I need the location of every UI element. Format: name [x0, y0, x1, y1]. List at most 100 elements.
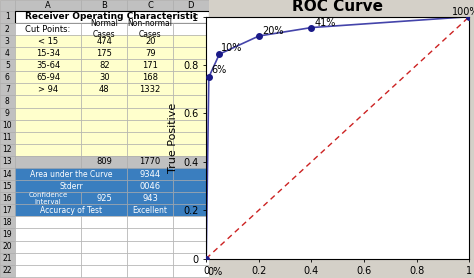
Text: 14: 14: [2, 170, 12, 178]
Text: 1770: 1770: [139, 157, 161, 167]
Bar: [173, 253, 209, 265]
Text: Area under the Curve: Area under the Curve: [30, 170, 112, 178]
Text: 79: 79: [145, 49, 155, 58]
Text: A: A: [45, 1, 51, 10]
Bar: [0, 277, 15, 278]
Bar: [173, 83, 209, 95]
Text: B: B: [101, 1, 107, 10]
Text: 168: 168: [142, 73, 158, 82]
Bar: [0, 216, 15, 229]
Bar: [173, 240, 209, 253]
Bar: [0, 47, 15, 59]
Text: Receiver Operating Characteristic: Receiver Operating Characteristic: [25, 13, 198, 21]
Bar: [82, 120, 127, 132]
Bar: [0, 120, 15, 132]
Bar: [127, 83, 173, 95]
Bar: [127, 35, 173, 47]
Bar: [127, 95, 173, 108]
Bar: [82, 192, 127, 204]
Bar: [173, 120, 209, 132]
Text: 175: 175: [96, 49, 112, 58]
Bar: [173, 216, 209, 229]
Y-axis label: True Positive: True Positive: [168, 103, 178, 173]
Bar: [173, 204, 209, 216]
Bar: [127, 204, 173, 216]
Bar: [15, 156, 82, 168]
Text: 8: 8: [5, 97, 9, 106]
Bar: [0, 204, 15, 216]
Text: > 94: > 94: [38, 85, 58, 94]
Bar: [15, 23, 82, 35]
Bar: [15, 0, 82, 11]
Text: 22: 22: [2, 266, 12, 275]
Text: 0%: 0%: [208, 267, 223, 277]
Bar: [82, 71, 127, 83]
Text: 65-94: 65-94: [36, 73, 60, 82]
Text: 41%: 41%: [315, 18, 336, 28]
Bar: [173, 35, 209, 47]
Bar: [15, 216, 82, 229]
Text: 16: 16: [2, 194, 12, 203]
Bar: [127, 23, 173, 35]
Bar: [15, 229, 82, 240]
Bar: [127, 168, 173, 180]
Text: 9: 9: [5, 109, 10, 118]
Bar: [0, 0, 15, 11]
Bar: [82, 35, 127, 47]
Point: [308, 25, 315, 30]
Bar: [0, 144, 15, 156]
Bar: [0, 229, 15, 240]
Bar: [15, 108, 82, 120]
Bar: [173, 71, 209, 83]
Bar: [0, 180, 15, 192]
Text: < 15: < 15: [38, 37, 58, 46]
Bar: [173, 265, 209, 277]
Text: 809: 809: [96, 157, 112, 167]
Text: 1: 1: [5, 13, 9, 21]
Text: Excellent: Excellent: [133, 206, 168, 215]
Bar: [127, 59, 173, 71]
Text: 21: 21: [2, 254, 12, 263]
Bar: [0, 95, 15, 108]
Bar: [127, 144, 173, 156]
Text: Accuracy of Test: Accuracy of Test: [40, 206, 102, 215]
Text: 15: 15: [2, 182, 12, 191]
Text: 48: 48: [99, 85, 109, 94]
Text: 20: 20: [145, 37, 155, 46]
Bar: [82, 265, 127, 277]
Title: ROC Curve: ROC Curve: [292, 0, 383, 14]
Bar: [15, 47, 82, 59]
Bar: [82, 240, 127, 253]
Bar: [127, 108, 173, 120]
Bar: [0, 240, 15, 253]
Text: 12: 12: [2, 145, 12, 154]
Bar: [127, 216, 173, 229]
Text: Normal
Cases: Normal Cases: [91, 19, 118, 39]
Bar: [15, 59, 82, 71]
Bar: [173, 47, 209, 59]
Bar: [15, 180, 127, 192]
Bar: [0, 253, 15, 265]
Bar: [82, 253, 127, 265]
Bar: [127, 192, 173, 204]
Text: 19: 19: [2, 230, 12, 239]
Text: 474: 474: [96, 37, 112, 46]
Bar: [82, 277, 127, 278]
Text: 30: 30: [99, 73, 109, 82]
Bar: [15, 204, 127, 216]
Text: 3: 3: [5, 37, 10, 46]
Text: Non-normal
Cases: Non-normal Cases: [128, 19, 173, 39]
Bar: [127, 265, 173, 277]
Text: 20%: 20%: [262, 26, 283, 36]
Bar: [0, 132, 15, 144]
Bar: [173, 156, 209, 168]
Point: [216, 52, 223, 56]
Bar: [0, 59, 15, 71]
Bar: [173, 144, 209, 156]
Bar: [15, 265, 82, 277]
Bar: [82, 83, 127, 95]
Bar: [0, 83, 15, 95]
Point: [202, 256, 210, 261]
Bar: [82, 59, 127, 71]
Text: 4: 4: [5, 49, 10, 58]
